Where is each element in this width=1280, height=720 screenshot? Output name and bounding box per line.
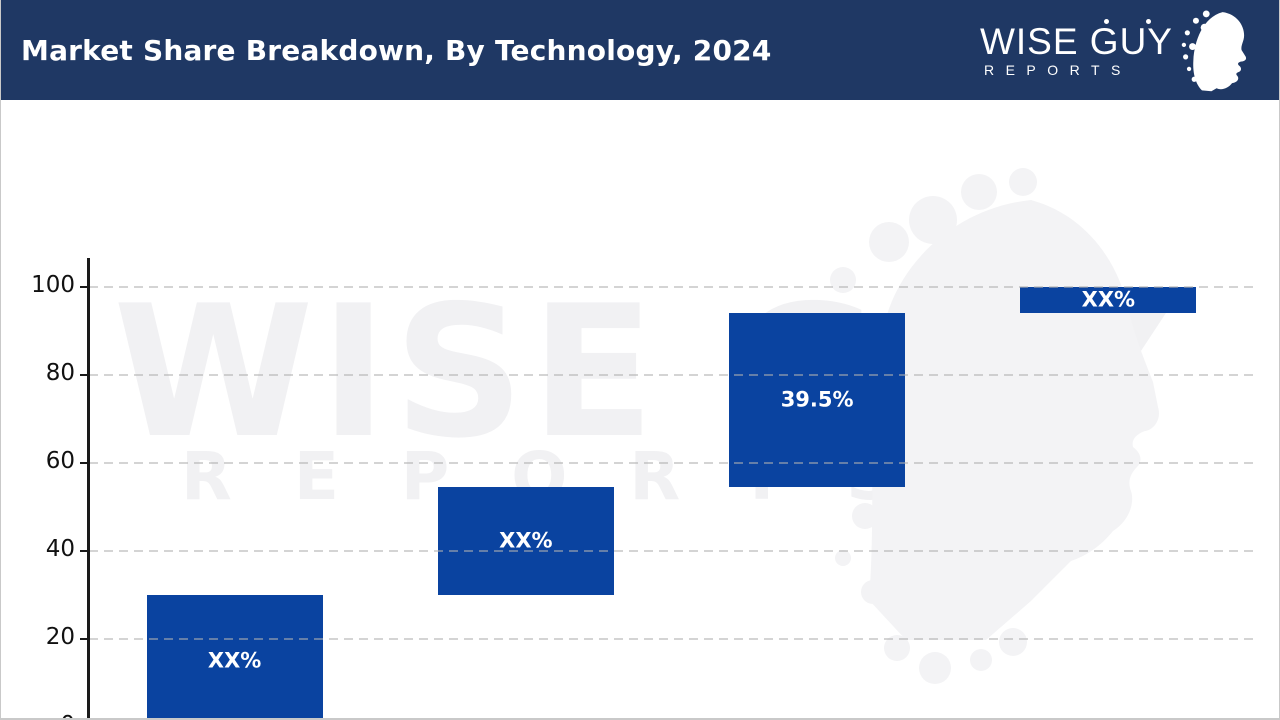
logo-wordmark: WISE GUY	[979, 20, 1173, 62]
plot-area: XX%Infrastructure as a ServiceXX%Platfor…	[31, 260, 1254, 718]
bar-segment: XX%	[437, 487, 614, 595]
bar-segment: 39.5%	[729, 313, 906, 488]
bar-value-label: XX%	[1081, 287, 1136, 312]
grid-line	[89, 286, 1254, 288]
bar-value-label: 39.5%	[780, 387, 854, 412]
grid-line	[89, 550, 1254, 552]
y-tick-mark	[80, 285, 89, 289]
logo-face-icon	[1181, 10, 1247, 92]
wiseguy-logo: WISE GUY REPORTS	[980, 7, 1253, 93]
y-tick-label: 0	[5, 712, 75, 718]
bar-value-label: XX%	[499, 528, 553, 553]
y-axis-line	[87, 258, 90, 718]
grid-line	[89, 374, 1254, 376]
chart-title: Market Share Breakdown, By Technology, 2…	[21, 33, 772, 67]
y-tick-mark	[80, 373, 89, 377]
grid-line	[89, 638, 1254, 640]
logo-dot-accent	[1146, 18, 1151, 24]
bar-segment: XX%	[1020, 287, 1197, 314]
y-tick-label: 20	[45, 624, 75, 651]
logo-subtitle: REPORTS	[983, 61, 1132, 78]
chart-area: WISE GUY REPORTS XX%Infrastructure as a …	[1, 100, 1279, 718]
grid-line	[89, 462, 1254, 464]
bar-segment: XX%	[146, 595, 323, 718]
bar-value-label: XX%	[207, 648, 262, 673]
y-tick-label: 100	[31, 272, 75, 299]
y-tick-label: 80	[45, 360, 75, 387]
logo-dot-accent	[1104, 18, 1109, 24]
logo-text: WISE GUY REPORTS	[979, 18, 1173, 78]
y-tick-mark	[80, 637, 89, 641]
y-tick-mark	[80, 549, 89, 553]
header-bar: Market Share Breakdown, By Technology, 2…	[1, 0, 1279, 100]
y-tick-label: 40	[45, 536, 75, 563]
y-tick-mark	[80, 461, 89, 465]
y-tick-label: 60	[45, 448, 75, 475]
